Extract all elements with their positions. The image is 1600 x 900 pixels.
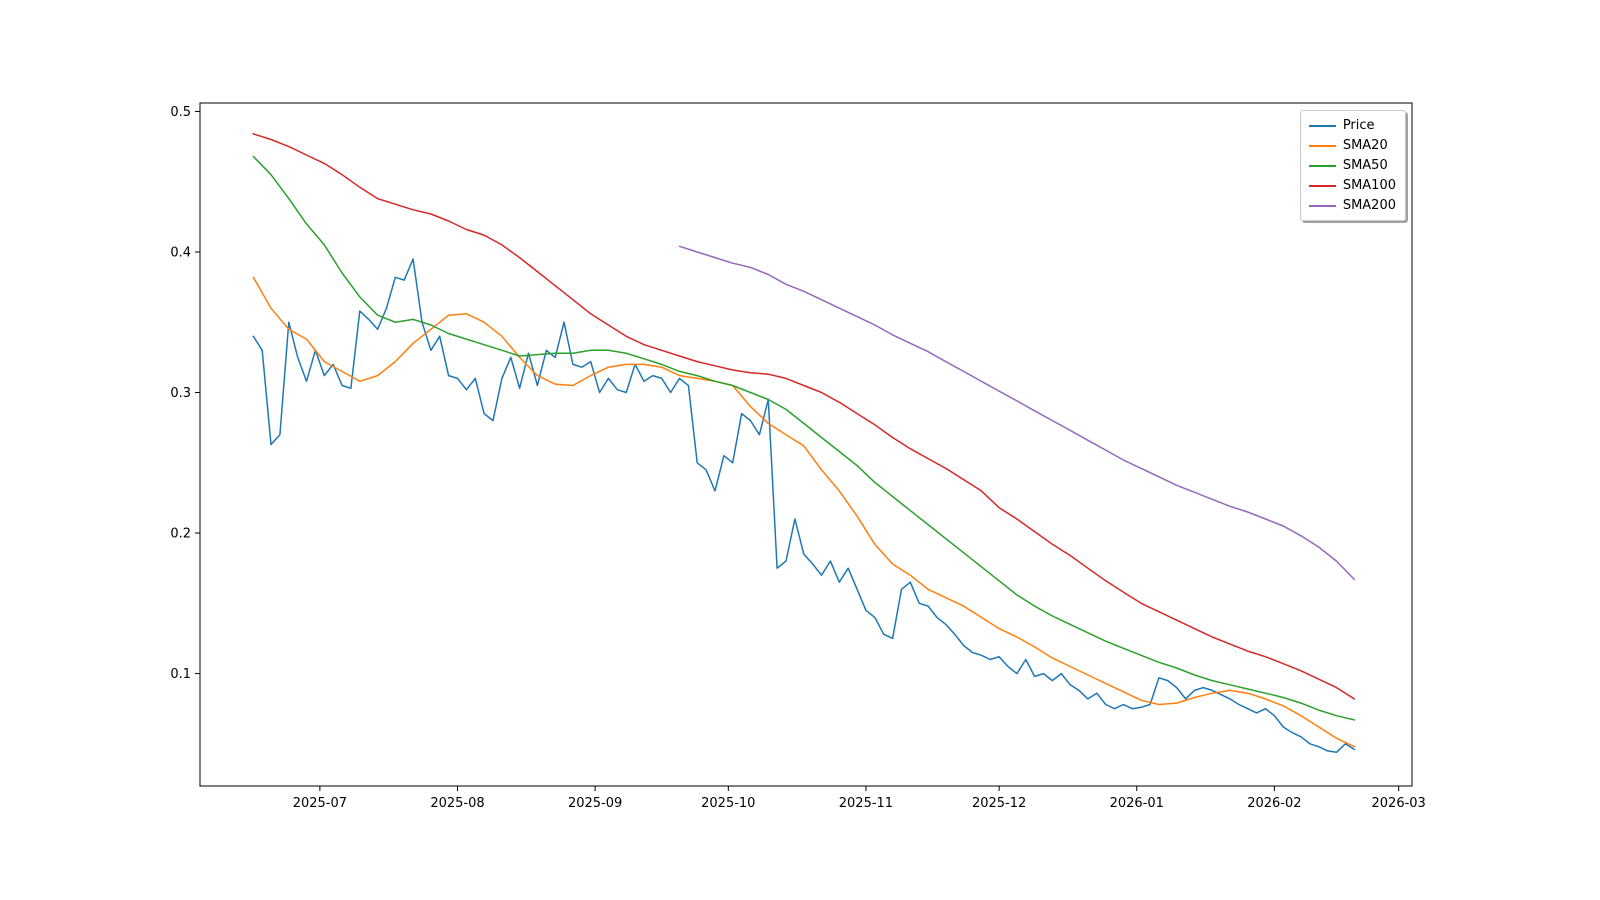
x-tick-label: 2025-08: [430, 796, 484, 811]
legend-line-swatch-price: [1308, 124, 1336, 127]
legend-label-sma50: SMA50: [1342, 158, 1388, 173]
legend-label-price: Price: [1342, 118, 1375, 133]
legend-item-sma200: SMA200: [1308, 197, 1396, 214]
x-tick-label: 2026-03: [1372, 796, 1426, 811]
series-line-sma200: [678, 245, 1356, 581]
legend-line-swatch-sma100: [1308, 184, 1336, 187]
legend-label-sma200: SMA200: [1342, 198, 1396, 213]
legend-item-sma100: SMA100: [1308, 177, 1396, 194]
legend-item-price: Price: [1308, 117, 1396, 134]
x-tick-label: 2025-12: [972, 796, 1026, 811]
x-tick-label: 2025-07: [293, 796, 347, 811]
y-tick-label: 0.4: [170, 245, 191, 260]
legend-line-swatch-sma50: [1308, 164, 1336, 167]
series-line-sma20: [252, 276, 1356, 748]
legend-item-sma20: SMA20: [1308, 137, 1396, 154]
legend-line-swatch-sma200: [1308, 204, 1336, 207]
y-tick-label: 0.3: [170, 386, 191, 401]
x-tick-label: 2025-09: [568, 796, 622, 811]
x-tick-label: 2025-10: [701, 796, 755, 811]
legend-line-swatch-sma20: [1308, 144, 1336, 147]
series-line-sma100: [252, 133, 1356, 700]
x-tick-label: 2026-02: [1247, 796, 1301, 811]
legend-item-sma50: SMA50: [1308, 157, 1396, 174]
legend: Price SMA20 SMA50 SMA100 SMA200: [1299, 110, 1406, 221]
axes-spines: [199, 102, 1413, 787]
y-tick-label: 0.1: [170, 667, 191, 682]
x-tick-label: 2026-01: [1110, 796, 1164, 811]
series-line-sma50: [252, 155, 1356, 721]
series-line-price: [252, 258, 1356, 754]
x-tick-label: 2025-11: [839, 796, 893, 811]
legend-label-sma20: SMA20: [1342, 138, 1388, 153]
y-tick-label: 0.5: [170, 105, 191, 120]
y-tick-label: 0.2: [170, 527, 191, 542]
legend-label-sma100: SMA100: [1342, 178, 1396, 193]
